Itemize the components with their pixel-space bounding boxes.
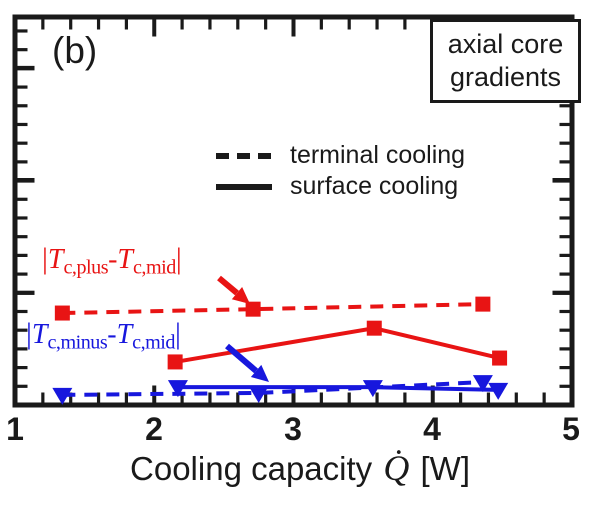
solid-line-sample-icon [216,183,272,190]
annotation-arrow-0 [217,275,250,304]
series-3 [167,380,509,400]
legend-label: surface cooling [290,172,459,200]
x-tick-label-4: 4 [423,411,441,447]
x-axis-title: Cooling capacity Q̇ [W] [130,448,470,488]
chart-title-line2: gradients [449,62,562,92]
panel-label: (b) [52,30,98,71]
legend-label: terminal cooling [290,141,466,169]
series-0 [54,296,491,321]
x-axis-tick-labels: 1 2 3 4 5 [0,411,600,451]
q-dot-symbol: Q̇ [383,448,410,488]
series-1 [167,320,508,370]
x-tick-label-5: 5 [562,411,580,447]
annotation-tc-plus-minus-tc-mid: |Tc,plus-Tc,mid| [42,243,182,279]
x-tick-label-2: 2 [145,411,163,447]
x-tick-label-1: 1 [6,411,24,447]
legend: terminal cooling surface cooling [216,140,465,202]
legend-item-surface-cooling: surface cooling [216,171,465,202]
x-tick-label-3: 3 [284,411,302,447]
chart-title-line1: axial core [447,29,564,59]
legend-item-terminal-cooling: terminal cooling [216,140,465,171]
annotation-tc-minus-minus-tc-mid: |Tc,minus-Tc,mid| [26,318,181,354]
plot-frame [12,14,575,408]
dashed-line-sample-icon [216,152,272,159]
annotation-arrow-1 [225,343,269,382]
chart-title-box: axial core gradients [430,19,581,103]
series-2 [52,375,493,405]
